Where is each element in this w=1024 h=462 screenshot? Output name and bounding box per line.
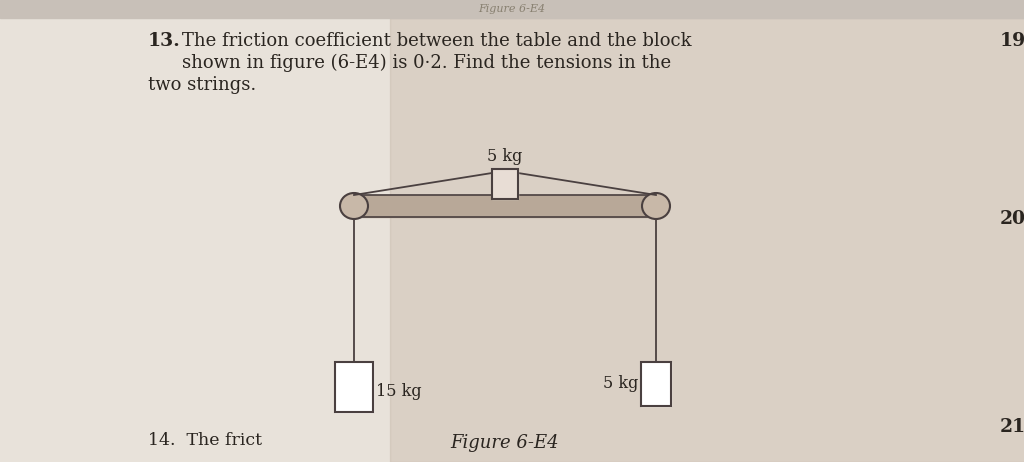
Text: shown in figure (6-E4) is 0·2. Find the tensions in the: shown in figure (6-E4) is 0·2. Find the … <box>182 54 671 72</box>
Text: 15 kg: 15 kg <box>376 383 422 401</box>
Bar <box>390 18 1024 462</box>
Text: Figure 6-E4: Figure 6-E4 <box>451 434 559 452</box>
Text: 19.: 19. <box>1000 32 1024 50</box>
Bar <box>641 362 671 406</box>
Ellipse shape <box>642 193 670 219</box>
Text: 5 kg: 5 kg <box>487 148 522 165</box>
Bar <box>641 362 671 406</box>
Bar <box>335 362 373 412</box>
Bar <box>354 195 656 217</box>
Text: Figure 6-E4: Figure 6-E4 <box>478 4 546 14</box>
Bar <box>335 362 373 412</box>
Text: 20.: 20. <box>1000 210 1024 228</box>
Text: 5 kg: 5 kg <box>603 376 638 393</box>
Text: 13.: 13. <box>148 32 181 50</box>
Text: 14.  The frict: 14. The frict <box>148 432 262 449</box>
Bar <box>492 169 518 199</box>
Ellipse shape <box>340 193 368 219</box>
Bar <box>0 0 1024 18</box>
Text: 21.: 21. <box>1000 418 1024 436</box>
Bar <box>492 169 518 199</box>
Text: two strings.: two strings. <box>148 76 256 94</box>
Text: The friction coefficient between the table and the block: The friction coefficient between the tab… <box>182 32 691 50</box>
